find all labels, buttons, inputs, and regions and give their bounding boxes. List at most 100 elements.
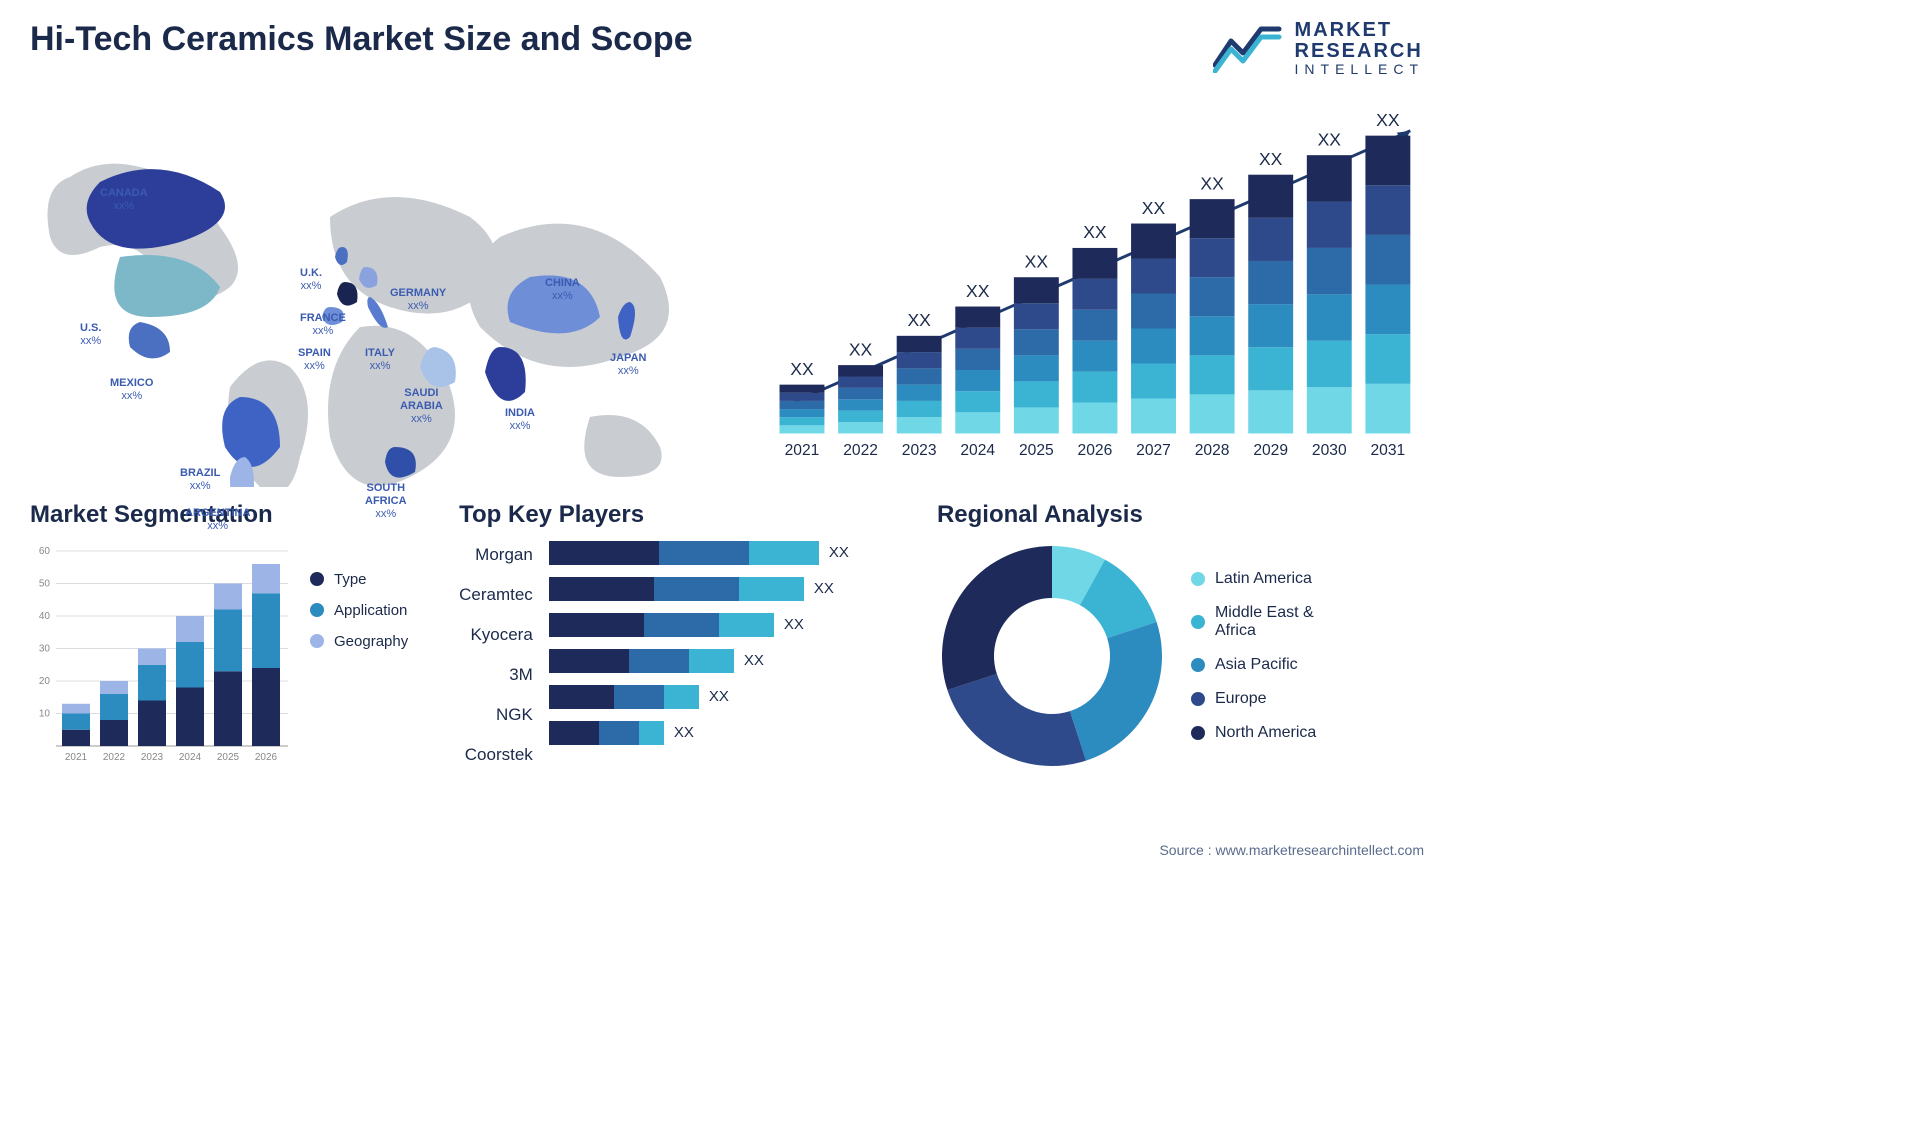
- world-map-panel: CANADAxx%U.S.xx%MEXICOxx%BRAZILxx%ARGENT…: [30, 87, 730, 487]
- legend-dot-icon: [1191, 615, 1205, 629]
- player-name: 3M: [509, 663, 533, 687]
- legend-label: North America: [1215, 724, 1316, 742]
- svg-text:XX: XX: [1025, 251, 1049, 271]
- players-labels: MorganCeramtecKyocera3MNGKCoorstek: [459, 541, 549, 767]
- player-name: NGK: [496, 703, 533, 727]
- map-label: SAUDIARABIAxx%: [400, 387, 443, 427]
- legend-label: Middle East &Africa: [1215, 604, 1314, 640]
- logo-line1: MARKET: [1295, 20, 1424, 41]
- players-title: Top Key Players: [459, 501, 917, 529]
- legend-dot-icon: [1191, 726, 1205, 740]
- map-label: SOUTHAFRICAxx%: [365, 482, 407, 522]
- svg-text:XX: XX: [1376, 110, 1400, 130]
- segmentation-panel: Market Segmentation 10203040506020212022…: [30, 501, 439, 771]
- header: Hi-Tech Ceramics Market Size and Scope M…: [30, 20, 1424, 77]
- main-bar-chart: XX2021XX2022XX2023XX2024XX2025XX2026XX20…: [760, 87, 1424, 487]
- top-row: CANADAxx%U.S.xx%MEXICOxx%BRAZILxx%ARGENT…: [30, 87, 1424, 487]
- player-bar-segment: [549, 685, 614, 709]
- svg-text:2026: 2026: [255, 752, 278, 763]
- map-label: CHINAxx%: [545, 277, 580, 303]
- player-name: Morgan: [475, 543, 533, 567]
- logo-text: MARKET RESEARCH INTELLECT: [1295, 20, 1424, 77]
- svg-text:30: 30: [39, 643, 51, 654]
- main-bar-chart-panel: XX2021XX2022XX2023XX2024XX2025XX2026XX20…: [760, 87, 1424, 487]
- players-bars: XXXXXXXXXXXX: [549, 541, 849, 767]
- legend-item: Middle East &Africa: [1191, 604, 1316, 640]
- player-bar-segment: [689, 649, 734, 673]
- map-label: U.K.xx%: [300, 267, 322, 293]
- player-bar-segment: [719, 613, 774, 637]
- legend-item: Asia Pacific: [1191, 656, 1316, 674]
- map-label: U.S.xx%: [80, 322, 101, 348]
- player-bar-row: XX: [549, 685, 849, 709]
- player-bar-row: XX: [549, 577, 849, 601]
- player-bar: [549, 613, 774, 637]
- svg-text:2022: 2022: [843, 442, 878, 459]
- player-bar-segment: [614, 685, 664, 709]
- legend-label: Asia Pacific: [1215, 656, 1298, 674]
- player-bar-segment: [654, 577, 739, 601]
- legend-item: Application: [310, 602, 408, 619]
- player-value: XX: [744, 652, 764, 669]
- region-legend: Latin America Middle East &Africa Asia Pac…: [1191, 570, 1316, 742]
- legend-dot-icon: [310, 572, 324, 586]
- segmentation-legend: TypeApplicationGeography: [310, 541, 408, 771]
- svg-text:2031: 2031: [1371, 442, 1406, 459]
- svg-text:XX: XX: [1318, 129, 1342, 149]
- legend-dot-icon: [310, 634, 324, 648]
- svg-text:2022: 2022: [103, 752, 126, 763]
- player-bar-segment: [664, 685, 699, 709]
- svg-text:2025: 2025: [1019, 442, 1054, 459]
- players-panel: Top Key Players Morgan Ceramtec Kyocera 3M N…: [459, 501, 917, 771]
- legend-dot-icon: [1191, 572, 1205, 586]
- map-label: ARGENTINAxx%: [185, 507, 250, 533]
- map-label: CANADAxx%: [100, 187, 148, 213]
- player-bar: [549, 541, 819, 565]
- map-label: FRANCExx%: [300, 312, 346, 338]
- legend-item: Geography: [310, 633, 408, 650]
- svg-text:XX: XX: [849, 339, 873, 359]
- player-bar-segment: [639, 721, 664, 745]
- bottom-row: Market Segmentation 10203040506020212022…: [30, 501, 1424, 771]
- segmentation-chart: 102030405060202120222023202420252026: [30, 541, 290, 771]
- logo-line2: RESEARCH: [1295, 41, 1424, 62]
- player-value: XX: [709, 688, 729, 705]
- player-bar-row: XX: [549, 541, 849, 565]
- player-bar-row: XX: [549, 649, 849, 673]
- player-bar-segment: [629, 649, 689, 673]
- player-bar-row: XX: [549, 613, 849, 637]
- player-name: Ceramtec: [459, 583, 533, 607]
- svg-text:40: 40: [39, 611, 51, 622]
- svg-text:XX: XX: [790, 359, 814, 379]
- svg-text:2024: 2024: [179, 752, 202, 763]
- player-name: Kyocera: [470, 623, 532, 647]
- legend-label: Europe: [1215, 690, 1267, 708]
- player-value: XX: [814, 580, 834, 597]
- map-label: ITALYxx%: [365, 347, 395, 373]
- svg-text:2030: 2030: [1312, 442, 1347, 459]
- player-bar-segment: [549, 613, 644, 637]
- svg-text:2028: 2028: [1195, 442, 1230, 459]
- legend-item: Latin America: [1191, 570, 1316, 588]
- legend-label: Application: [334, 602, 407, 619]
- legend-item: North America: [1191, 724, 1316, 742]
- player-bar: [549, 721, 664, 745]
- player-bar-segment: [549, 721, 599, 745]
- player-bar: [549, 685, 699, 709]
- player-value: XX: [829, 544, 849, 561]
- map-label: SPAINxx%: [298, 347, 331, 373]
- logo-mark-icon: [1213, 23, 1283, 73]
- player-value: XX: [784, 616, 804, 633]
- logo-line3: INTELLECT: [1295, 62, 1424, 77]
- legend-dot-icon: [310, 603, 324, 617]
- map-label: INDIAxx%: [505, 407, 535, 433]
- map-label: GERMANYxx%: [390, 287, 446, 313]
- map-label: BRAZILxx%: [180, 467, 220, 493]
- map-label: MEXICOxx%: [110, 377, 153, 403]
- player-bar-segment: [549, 649, 629, 673]
- player-bar-segment: [549, 577, 654, 601]
- svg-text:XX: XX: [1142, 197, 1166, 217]
- svg-text:2029: 2029: [1253, 442, 1288, 459]
- svg-text:20: 20: [39, 676, 51, 687]
- svg-text:XX: XX: [907, 310, 931, 330]
